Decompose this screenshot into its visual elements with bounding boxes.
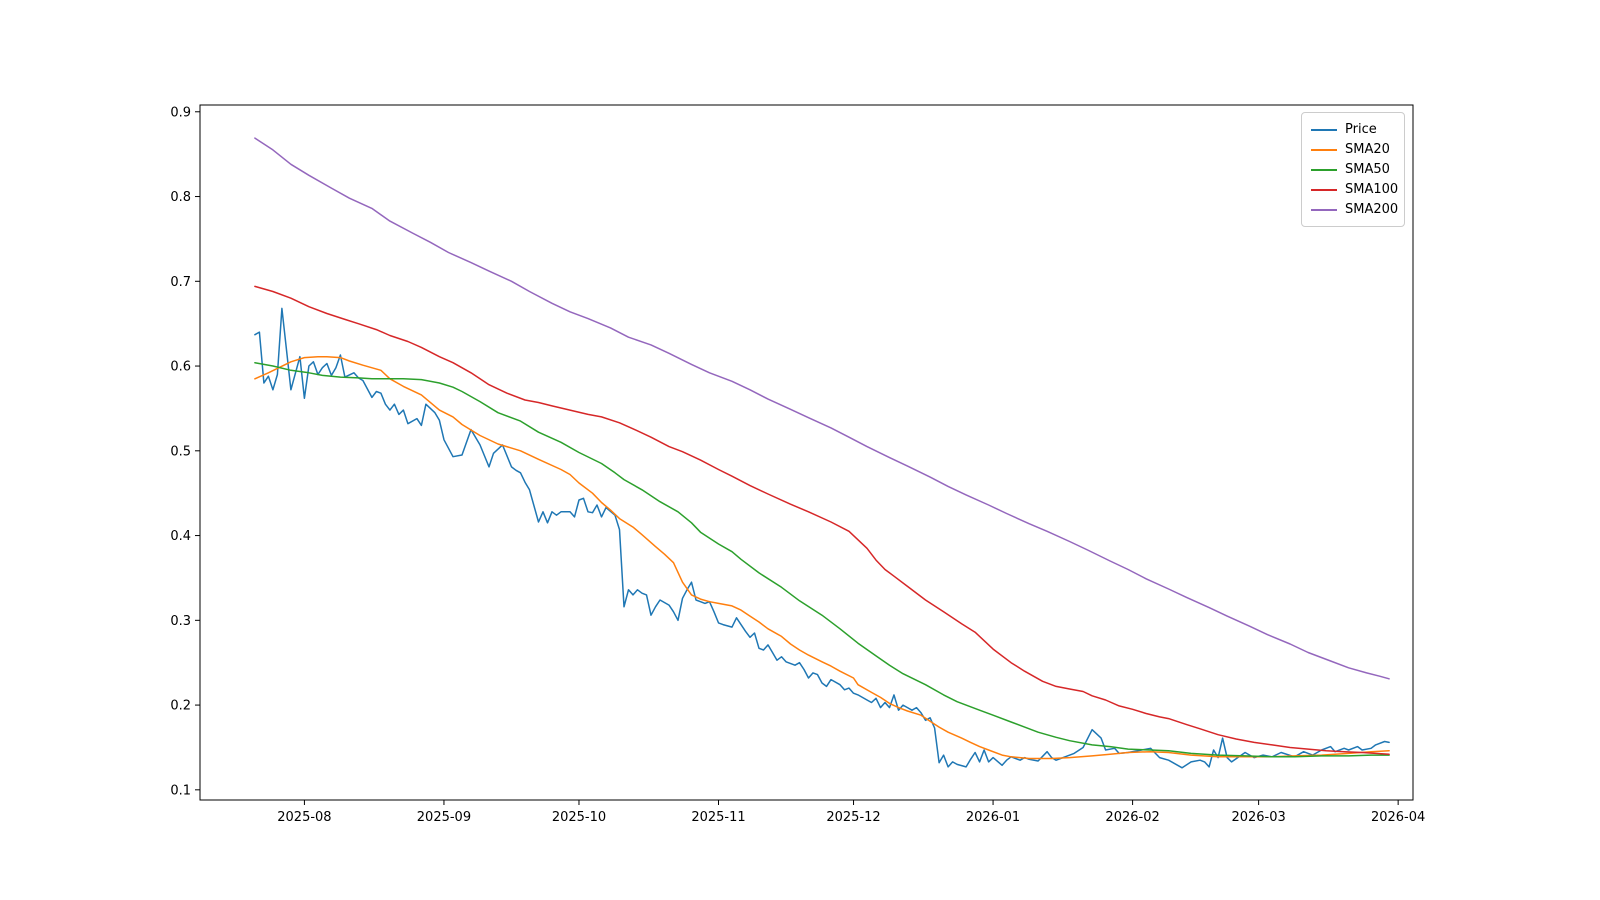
y-tick-label: 0.8 [170, 190, 191, 205]
price-line [254, 307, 1390, 769]
legend: Price SMA20 SMA50 SMA100 SMA200 [1301, 112, 1405, 227]
x-tick-label: 2025-12 [826, 810, 880, 825]
legend-label: SMA50 [1345, 162, 1390, 177]
legend-item-sma200: SMA200 [1311, 200, 1399, 220]
series-group [254, 137, 1390, 769]
sma20-line [254, 355, 1390, 760]
x-tick-label: 2025-09 [417, 810, 471, 825]
y-tick-label: 0.7 [170, 275, 191, 290]
y-tick-label: 0.2 [170, 699, 191, 714]
sma200-line [254, 137, 1390, 680]
legend-line-sample [1311, 209, 1337, 211]
x-tick-label: 2026-03 [1231, 810, 1285, 825]
x-tick-label: 2025-10 [552, 810, 606, 825]
y-tick-label: 0.4 [170, 529, 191, 544]
legend-item-sma20: SMA20 [1311, 140, 1395, 160]
legend-line-sample [1311, 149, 1337, 151]
y-tick-label: 0.3 [170, 614, 191, 629]
legend-item-sma100: SMA100 [1311, 180, 1399, 200]
legend-label: SMA200 [1345, 202, 1399, 217]
legend-label: Price [1345, 122, 1377, 137]
legend-label: SMA20 [1345, 142, 1390, 157]
x-tick-label: 2025-08 [277, 810, 331, 825]
legend-item-sma50: SMA50 [1311, 160, 1395, 180]
x-axis: 2025-08 2025-09 2025-10 2025-11 2025-12 2026-… [277, 800, 1425, 825]
legend-label: SMA100 [1345, 182, 1399, 197]
legend-line-sample [1311, 129, 1337, 131]
legend-line-sample [1311, 189, 1337, 191]
axes-border [199, 104, 1414, 801]
x-tick-label: 2026-04 [1371, 810, 1425, 825]
x-tick-label: 2026-02 [1105, 810, 1159, 825]
y-tick-label: 0.1 [170, 783, 191, 798]
legend-line-sample [1311, 169, 1337, 171]
y-tick-label: 0.5 [170, 444, 191, 459]
sma100-line [254, 285, 1390, 755]
x-tick-label: 2026-01 [966, 810, 1020, 825]
legend-item-price: Price [1311, 120, 1395, 140]
y-tick-label: 0.9 [170, 105, 191, 120]
x-tick-label: 2025-11 [691, 810, 745, 825]
y-tick-label: 0.6 [170, 360, 191, 375]
y-axis: 0.1 0.2 0.3 0.4 0.5 0.6 0.7 0.8 0.9 [170, 105, 200, 798]
sma50-line [254, 361, 1390, 758]
